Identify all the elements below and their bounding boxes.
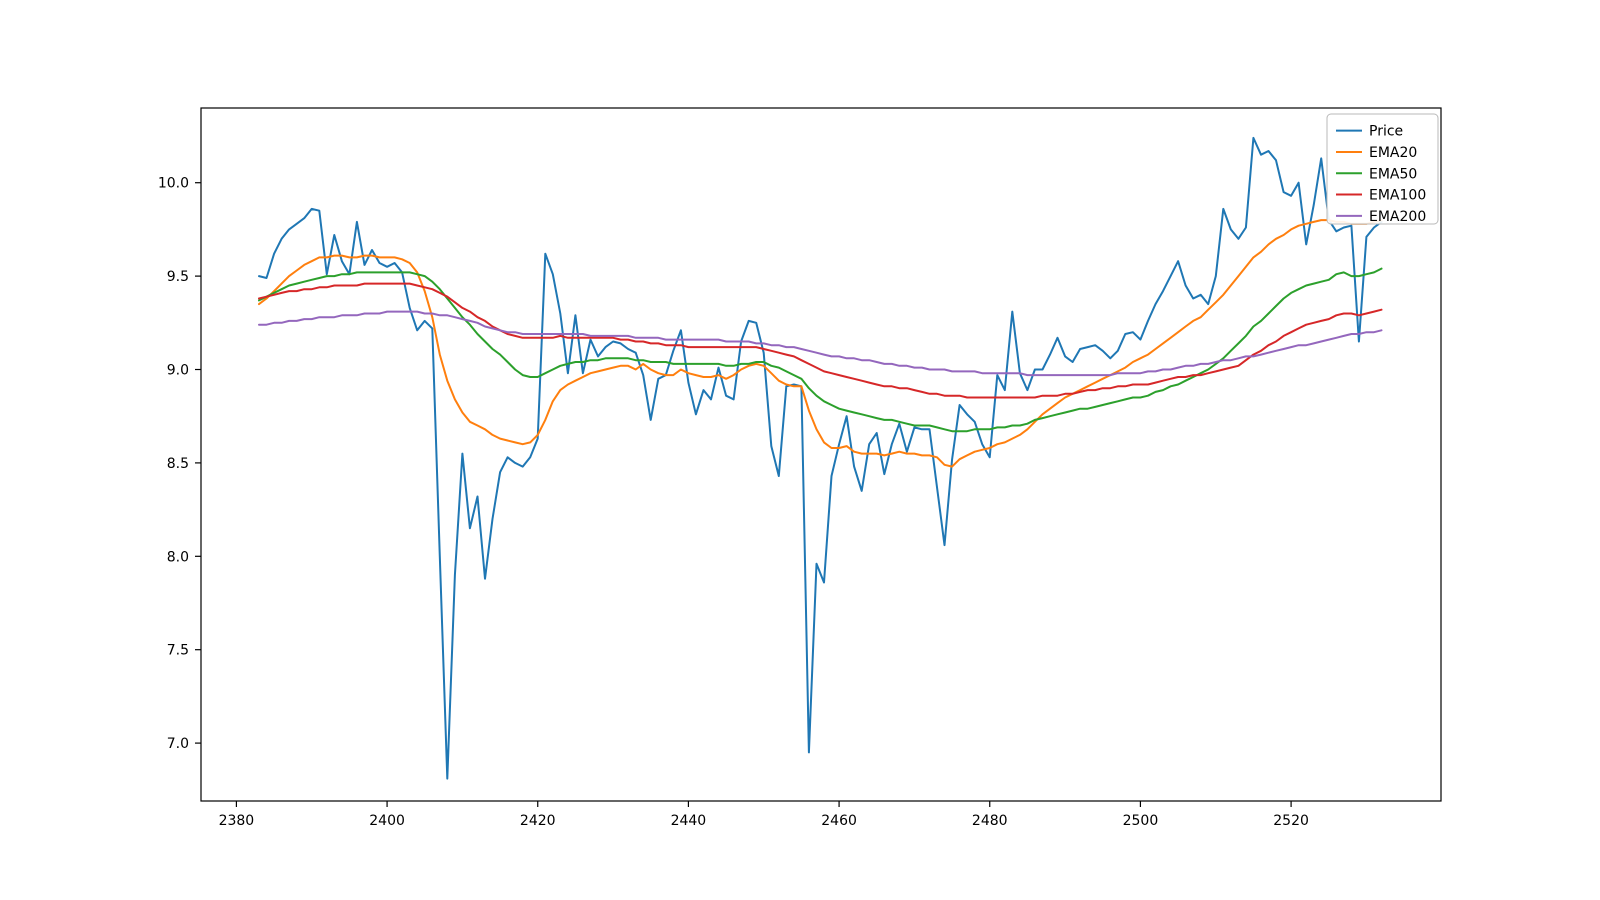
- y-tick-label: 10.0: [158, 176, 189, 192]
- legend-label-ema20: EMA20: [1369, 145, 1417, 161]
- legend-label-price: Price: [1369, 124, 1403, 140]
- x-tick-label: 2460: [821, 813, 857, 829]
- legend-label-ema50: EMA50: [1369, 166, 1417, 182]
- y-tick-label: 9.5: [167, 269, 189, 285]
- axes-frame: [200, 107, 1442, 802]
- x-tick-label: 2400: [369, 813, 405, 829]
- x-tick-label: 2380: [219, 813, 255, 829]
- x-tick-label: 2500: [1123, 813, 1159, 829]
- x-tick-label: 2480: [972, 813, 1008, 829]
- series-line-price: [258, 136, 1383, 780]
- legend-label-ema200: EMA200: [1369, 209, 1426, 225]
- legend-label-ema100: EMA100: [1369, 188, 1426, 204]
- y-tick-label: 7.0: [167, 736, 189, 752]
- y-tick-label: 9.0: [167, 363, 189, 379]
- x-tick-label: 2420: [520, 813, 556, 829]
- x-tick-label: 2520: [1273, 813, 1309, 829]
- y-tick-label: 7.5: [167, 643, 189, 659]
- series-line-ema20: [258, 219, 1383, 468]
- series-line-ema100: [258, 282, 1383, 399]
- series-line-ema200: [258, 310, 1383, 377]
- legend-box: [1326, 113, 1439, 225]
- y-tick-label: 8.5: [167, 456, 189, 472]
- x-tick-label: 2440: [671, 813, 707, 829]
- y-tick-label: 8.0: [167, 549, 189, 565]
